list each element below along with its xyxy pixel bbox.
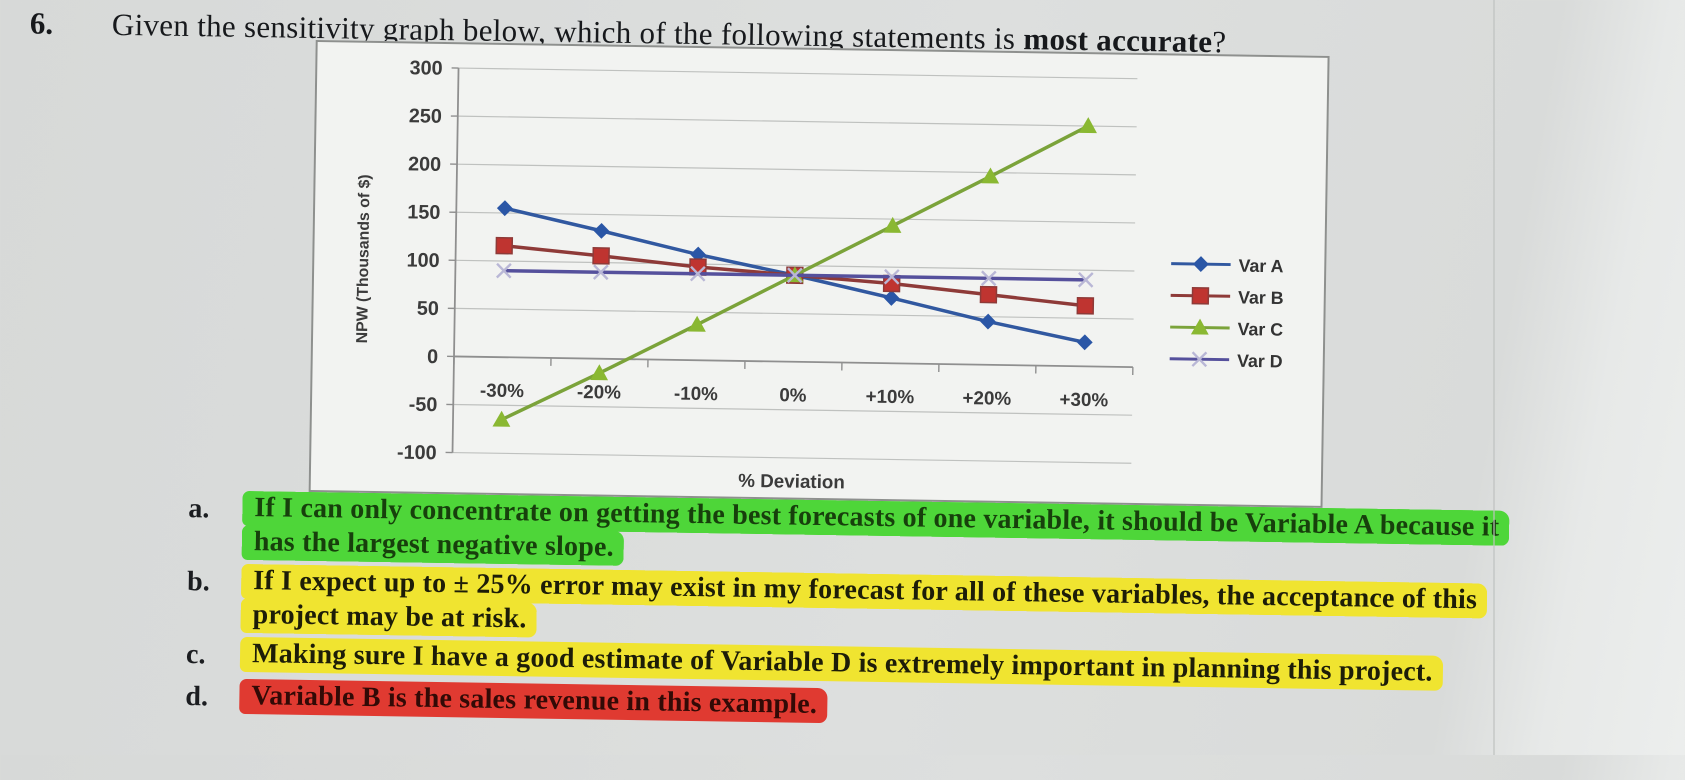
option-letter: b. xyxy=(186,563,241,631)
svg-text:Var D: Var D xyxy=(1237,351,1283,372)
legend-entry-var-c: Var C xyxy=(1170,318,1283,340)
sensitivity-chart-frame: 300 250 200 150 100 50 0 -50 -100 -30% -20% -10% 0% +… xyxy=(309,40,1330,508)
option-b: b.If I expect up to ± 25% error may exis… xyxy=(186,563,1527,651)
y-axis-tick-labels: 300 250 200 150 100 50 0 -50 -100 xyxy=(397,57,443,464)
svg-text:+30%: +30% xyxy=(1059,389,1108,411)
legend-entry-var-a: Var A xyxy=(1171,255,1284,277)
svg-text:150: 150 xyxy=(407,201,440,224)
svg-text:300: 300 xyxy=(409,57,442,80)
option-letter: a. xyxy=(188,490,243,558)
svg-text:-50: -50 xyxy=(409,394,438,416)
option-letter: d. xyxy=(185,678,240,714)
x-axis-title: % Deviation xyxy=(738,470,845,493)
option-letter: c. xyxy=(186,636,241,672)
svg-text:Var A: Var A xyxy=(1238,256,1283,277)
svg-text:Var B: Var B xyxy=(1238,287,1284,308)
svg-text:+20%: +20% xyxy=(962,387,1011,409)
svg-text:-30%: -30% xyxy=(480,380,525,402)
photo-edge-line xyxy=(1493,0,1495,755)
svg-text:-10%: -10% xyxy=(674,383,719,405)
option-highlighted-text: Variable B is the sales revenue in this … xyxy=(239,679,827,723)
svg-text:0%: 0% xyxy=(779,384,807,405)
svg-text:0: 0 xyxy=(427,346,438,368)
y-axis-title: NPW (Thousands of $) xyxy=(354,174,374,343)
svg-text:200: 200 xyxy=(408,153,441,176)
svg-text:Var C: Var C xyxy=(1237,319,1283,340)
legend-entry-var-b: Var B xyxy=(1170,286,1283,308)
sensitivity-chart: 300 250 200 150 100 50 0 -50 -100 -30% -20% -10% 0% +… xyxy=(311,42,1328,506)
svg-text:+10%: +10% xyxy=(865,386,914,408)
answer-options-list: a.If I can only concentrate on getting t… xyxy=(185,490,1528,741)
option-text-wrap: If I can only concentrate on getting the… xyxy=(242,491,1529,578)
chart-legend: Var A Var B Var C Var D xyxy=(1170,255,1285,372)
option-text-wrap: If I expect up to ± 25% error may exist … xyxy=(240,564,1527,651)
svg-text:-20%: -20% xyxy=(577,381,622,403)
option-highlighted-text: If I expect up to ± 25% error may exist … xyxy=(240,564,1487,637)
question-number: 6. xyxy=(30,6,113,43)
svg-text:250: 250 xyxy=(409,105,442,128)
svg-text:100: 100 xyxy=(406,249,439,272)
legend-entry-var-d: Var D xyxy=(1170,350,1283,372)
svg-text:50: 50 xyxy=(417,298,439,320)
svg-text:-100: -100 xyxy=(397,442,437,465)
option-a: a.If I can only concentrate on getting t… xyxy=(188,490,1529,578)
